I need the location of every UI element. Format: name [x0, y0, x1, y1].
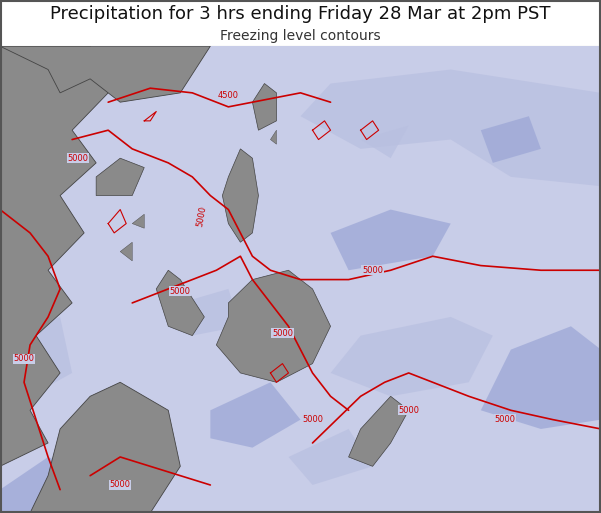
Polygon shape — [96, 158, 144, 195]
Text: 5000: 5000 — [110, 481, 130, 489]
Text: 5000: 5000 — [195, 205, 207, 228]
Polygon shape — [0, 457, 90, 513]
Text: 5000: 5000 — [362, 266, 383, 275]
Polygon shape — [132, 214, 144, 228]
Polygon shape — [252, 84, 276, 130]
Text: Precipitation for 3 hrs ending Friday 28 Mar at 2pm PST: Precipitation for 3 hrs ending Friday 28… — [50, 5, 551, 23]
Text: 5000: 5000 — [170, 287, 191, 296]
Polygon shape — [156, 270, 204, 336]
Polygon shape — [481, 326, 601, 429]
Polygon shape — [216, 270, 331, 382]
Polygon shape — [0, 317, 72, 396]
Polygon shape — [222, 149, 258, 242]
Polygon shape — [331, 317, 493, 396]
Text: 5000: 5000 — [68, 154, 88, 163]
Text: 5000: 5000 — [272, 329, 293, 338]
Polygon shape — [180, 289, 240, 336]
Text: 5000: 5000 — [14, 354, 34, 363]
Polygon shape — [210, 382, 300, 448]
Polygon shape — [349, 396, 409, 466]
Polygon shape — [270, 130, 276, 144]
Polygon shape — [288, 429, 373, 485]
Polygon shape — [481, 116, 541, 163]
Polygon shape — [120, 242, 132, 261]
Text: 5000: 5000 — [398, 406, 419, 415]
Polygon shape — [30, 382, 180, 513]
Polygon shape — [331, 209, 451, 270]
Polygon shape — [300, 69, 601, 186]
Text: 5000: 5000 — [495, 415, 515, 424]
Text: 4500: 4500 — [218, 91, 239, 100]
Polygon shape — [0, 46, 108, 466]
Polygon shape — [0, 46, 210, 102]
Text: Freezing level contours: Freezing level contours — [220, 29, 381, 43]
Polygon shape — [361, 126, 409, 158]
Text: 5000: 5000 — [302, 415, 323, 424]
